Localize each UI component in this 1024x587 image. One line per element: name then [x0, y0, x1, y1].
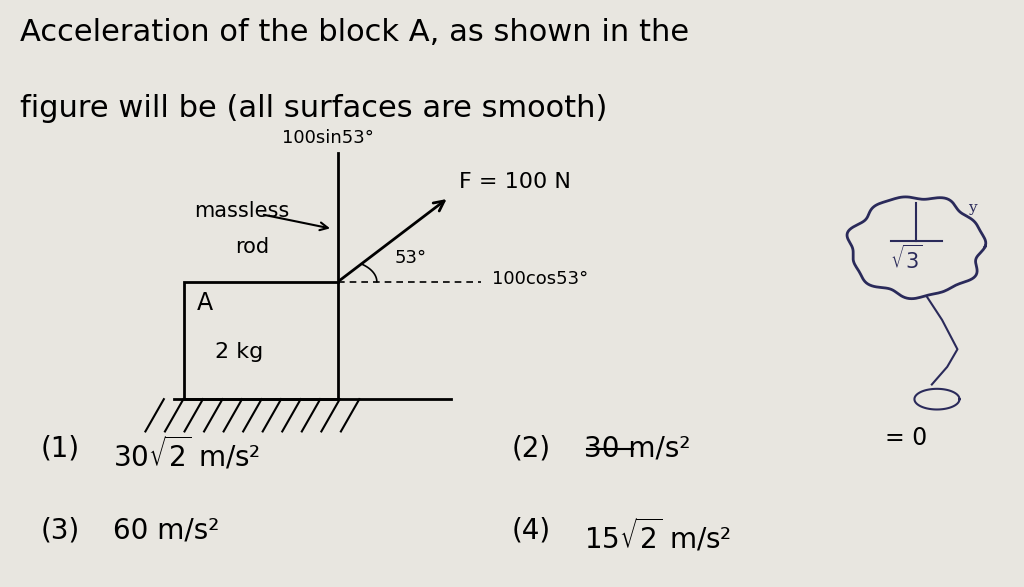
Text: 53°: 53° [394, 249, 426, 267]
Text: 100cos53°: 100cos53° [492, 270, 588, 288]
Text: (3): (3) [41, 517, 80, 545]
Text: 100sin53°: 100sin53° [282, 129, 374, 147]
Text: 30 m/s²: 30 m/s² [584, 434, 690, 463]
Bar [184, 282, 338, 399]
Text: massless: massless [195, 201, 290, 221]
Text: Acceleration of the block A, as shown in the: Acceleration of the block A, as shown in… [20, 18, 689, 46]
Text: 60 m/s²: 60 m/s² [113, 517, 219, 545]
Text: 2 kg: 2 kg [215, 342, 263, 362]
Text: (2): (2) [512, 434, 551, 463]
Text: = 0: = 0 [885, 426, 928, 450]
Text: F = 100 N: F = 100 N [459, 171, 571, 191]
Text: $30\sqrt{2}$ m/s²: $30\sqrt{2}$ m/s² [113, 434, 260, 472]
Text: (4): (4) [512, 517, 551, 545]
Text: figure will be (all surfaces are smooth): figure will be (all surfaces are smooth) [20, 94, 608, 123]
Text: A: A [197, 291, 213, 315]
Text: y: y [969, 201, 977, 215]
Text: (1): (1) [41, 434, 80, 463]
Text: $15\sqrt{2}$ m/s²: $15\sqrt{2}$ m/s² [584, 517, 731, 554]
Text: $\sqrt{3}$: $\sqrt{3}$ [890, 244, 923, 272]
Text: rod: rod [236, 237, 269, 257]
